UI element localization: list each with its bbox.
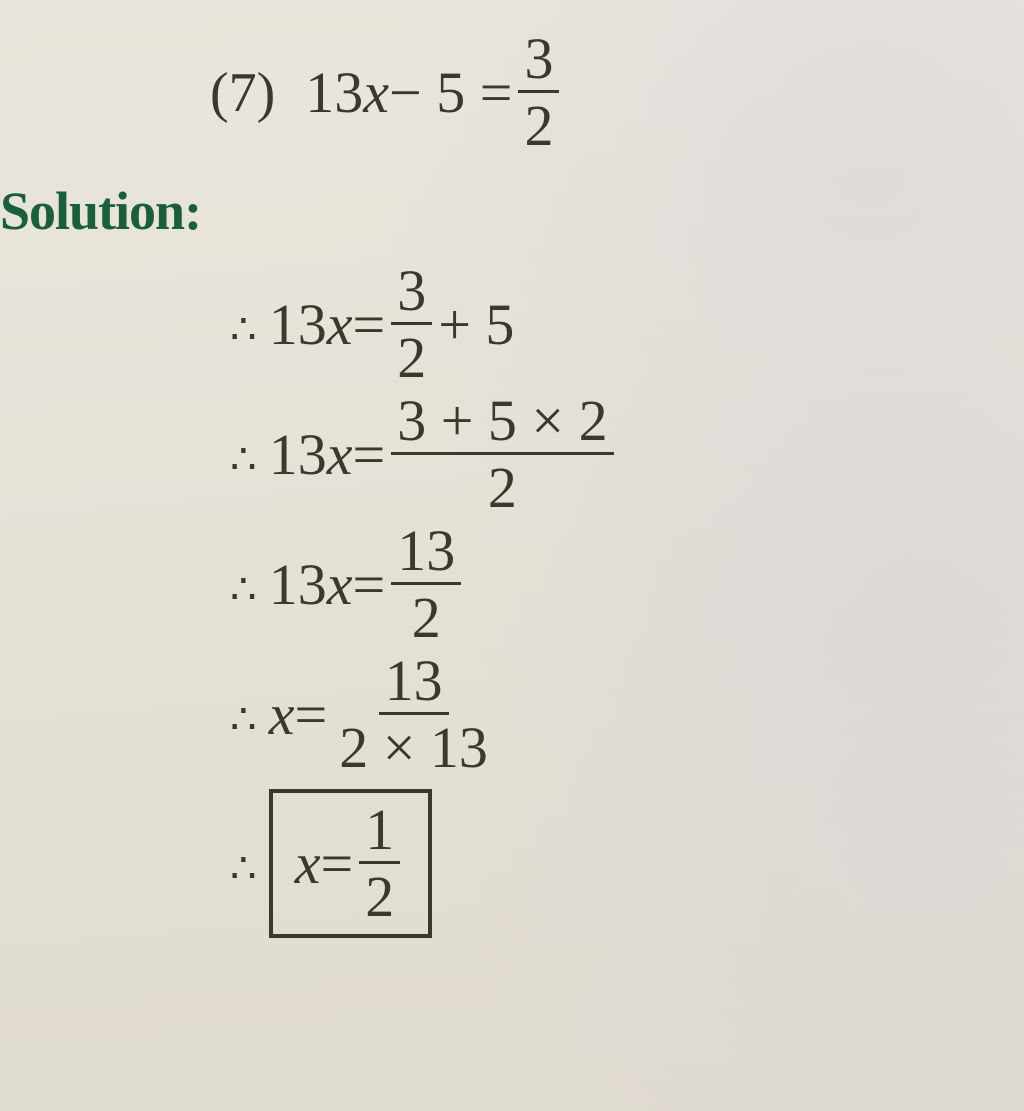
s2-var: x [327,421,353,488]
therefore-symbol: ∴ [230,564,257,614]
s2-num: 3 + 5 × 2 [391,392,613,455]
lhs-var: x [363,59,389,126]
s3-var: x [327,551,353,618]
step-4: ∴ x = 13 2 × 13 [230,652,1024,777]
step-5: ∴ x = 1 2 [230,789,1024,938]
step-4-math: x = 13 2 × 13 [269,652,500,777]
step-1-math: 13 x = 3 2 + 5 [269,262,515,387]
step-3-math: 13 x = 13 2 [269,522,467,647]
rhs-den: 2 [518,93,559,155]
therefore-symbol: ∴ [230,843,257,893]
s5-var: x [295,830,321,897]
lhs-coeff: 13 [305,59,363,126]
s4-den: 2 × 13 [333,715,494,777]
rhs-fraction: 3 2 [518,30,559,155]
problem-line: (7) 13 x − 5 = 3 2 [210,30,1024,155]
s3-eq: = [352,551,385,618]
s4-eq: = [294,681,327,748]
s1-num: 3 [391,262,432,325]
problem-equation: 13 x − 5 = 3 2 [305,30,565,155]
lhs-rest: − 5 = [389,59,512,126]
s3-num: 13 [391,522,461,585]
step-2: ∴ 13 x = 3 + 5 × 2 2 [230,392,1024,517]
s2-den: 2 [482,455,523,517]
s1-tail: + 5 [438,291,514,358]
step-5-math: x = 1 2 [295,801,406,926]
s3-fraction: 13 2 [391,522,461,647]
therefore-symbol: ∴ [230,304,257,354]
s3-den: 2 [406,585,447,647]
therefore-symbol: ∴ [230,694,257,744]
s3-coeff: 13 [269,551,327,618]
s2-fraction: 3 + 5 × 2 2 [391,392,613,517]
s5-num: 1 [359,801,400,864]
step-2-math: 13 x = 3 + 5 × 2 2 [269,392,620,517]
answer-box: x = 1 2 [269,789,432,938]
s5-den: 2 [359,864,400,926]
step-1: ∴ 13 x = 3 2 + 5 [230,262,1024,387]
therefore-symbol: ∴ [230,434,257,484]
rhs-num: 3 [518,30,559,93]
solution-heading: Solution: [0,180,1024,242]
problem-number: (7) [210,61,275,125]
s1-eq: = [352,291,385,358]
s1-var: x [327,291,353,358]
s2-eq: = [352,421,385,488]
s5-eq: = [320,830,353,897]
s5-fraction: 1 2 [359,801,400,926]
s2-coeff: 13 [269,421,327,488]
s1-coeff: 13 [269,291,327,358]
step-3: ∴ 13 x = 13 2 [230,522,1024,647]
s4-fraction: 13 2 × 13 [333,652,494,777]
s4-var: x [269,681,295,748]
s1-den: 2 [391,325,432,387]
s1-fraction: 3 2 [391,262,432,387]
s4-num: 13 [379,652,449,715]
